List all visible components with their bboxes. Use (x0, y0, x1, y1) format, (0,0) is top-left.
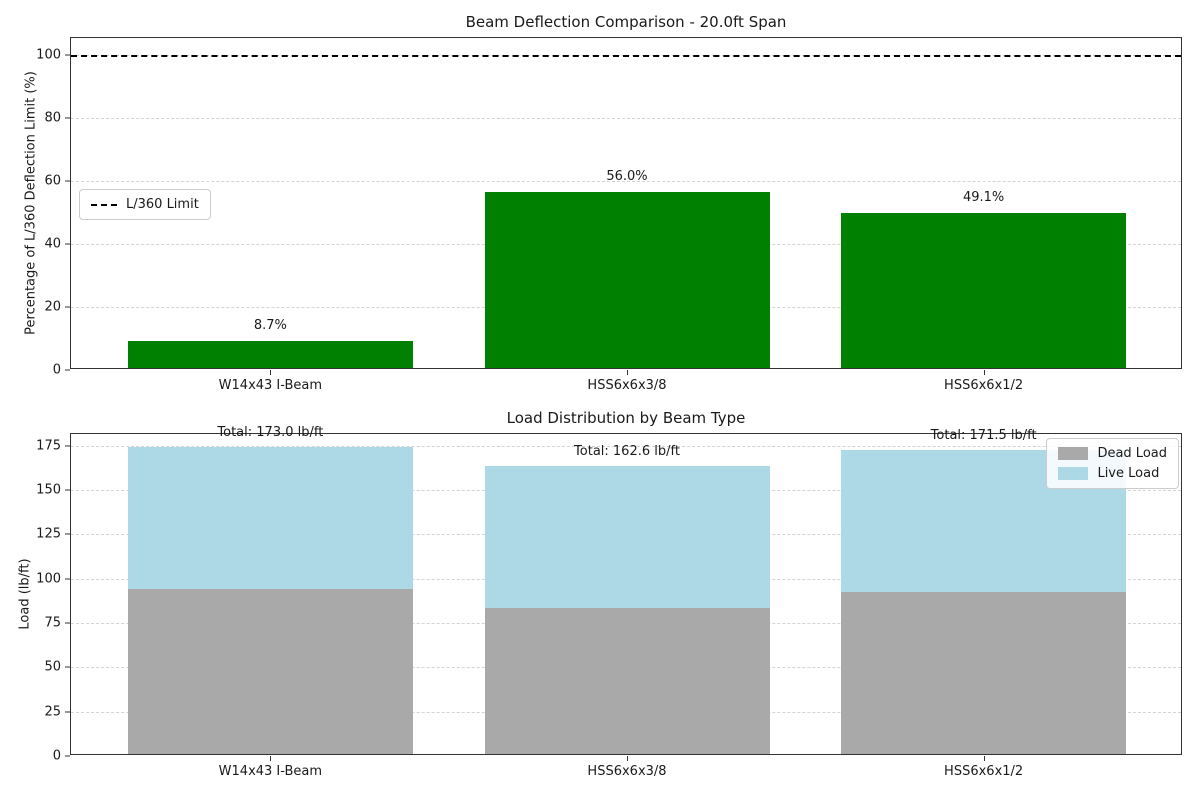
legend-row-dead-load: Dead Load (1058, 446, 1167, 461)
total-load-label: Total: 171.5 lb/ft (930, 428, 1037, 444)
y-tick-label: 100 (36, 47, 61, 63)
y-tick-label: 125 (36, 526, 61, 542)
y-tick-mark (65, 306, 70, 308)
y-tick-label: 40 (44, 236, 61, 252)
y-tick-mark (65, 755, 70, 757)
y-tick-label: 0 (52, 362, 61, 378)
total-load-label: Total: 173.0 lb/ft (217, 425, 324, 441)
dead-load-swatch (1058, 447, 1089, 460)
y-tick-label: 100 (36, 571, 61, 587)
deflection-plot-area: 0 20 40 60 80 100 8.7% W14x43 I-Beam 56.0% HSS6x6… (36, 37, 1182, 393)
y-tick-label: 80 (44, 110, 61, 126)
dead-load-bar-segment (484, 607, 770, 754)
legend-label: Live Load (1097, 466, 1160, 481)
dead-load-bar-segment (841, 591, 1127, 754)
y-tick-mark (65, 578, 70, 580)
dashed-line-swatch (91, 203, 117, 206)
load-legend: Dead Load Live Load (1046, 438, 1179, 489)
y-tick-label: 75 (44, 615, 61, 631)
x-tick-label: HSS6x6x1/2 (944, 378, 1024, 393)
y-gridline (71, 181, 1181, 182)
y-tick-mark (65, 533, 70, 535)
x-tick-mark (270, 756, 272, 761)
x-tick-mark (983, 756, 985, 761)
x-tick-label: HSS6x6x3/8 (587, 764, 667, 779)
y-gridline (71, 118, 1181, 119)
load-chart-title: Load Distribution by Beam Type (506, 409, 746, 427)
y-tick-mark (65, 369, 70, 371)
y-tick-mark (65, 445, 70, 447)
x-tick-mark (627, 370, 628, 375)
deflection-chart-title: Beam Deflection Comparison - 20.0ft Span (465, 13, 787, 31)
x-tick-mark (627, 756, 628, 761)
deflection-bar (127, 340, 413, 368)
x-tick-mark (270, 370, 272, 375)
deflection-legend: L/360 Limit (79, 189, 211, 220)
y-tick-label: 20 (44, 299, 61, 315)
legend-row-live-load: Live Load (1058, 466, 1167, 481)
y-tick-label: 60 (44, 173, 61, 189)
bar-value-label: 56.0% (606, 168, 648, 184)
legend-label: L/360 Limit (126, 197, 199, 212)
x-tick-mark (983, 370, 985, 375)
deflection-bar (841, 213, 1127, 368)
y-tick-mark (65, 622, 70, 624)
live-load-bar-segment (127, 447, 413, 590)
y-tick-label: 25 (44, 704, 61, 720)
live-load-bar-segment (484, 465, 770, 608)
legend-row-l360-limit: L/360 Limit (91, 197, 199, 212)
load-y-axis-label: Load (lb/ft) (17, 558, 33, 630)
deflection-bar (484, 191, 770, 368)
y-tick-label: 50 (44, 659, 61, 675)
bar-value-label: 8.7% (253, 317, 287, 333)
y-tick-mark (65, 489, 70, 491)
x-tick-label: W14x43 I-Beam (218, 378, 323, 393)
y-tick-mark (65, 54, 70, 56)
dead-load-bar-segment (127, 589, 413, 754)
y-tick-mark (65, 243, 70, 245)
y-tick-mark (65, 711, 70, 713)
legend-label: Dead Load (1097, 446, 1167, 461)
x-tick-label: HSS6x6x3/8 (587, 378, 667, 393)
x-tick-label: HSS6x6x1/2 (944, 764, 1024, 779)
x-tick-label: W14x43 I-Beam (218, 764, 323, 779)
y-tick-label: 0 (52, 748, 61, 764)
y-tick-mark (65, 117, 70, 119)
y-tick-mark (65, 180, 70, 182)
y-tick-mark (65, 666, 70, 668)
l360-limit-line (71, 55, 1181, 57)
bar-value-label: 49.1% (962, 190, 1005, 206)
y-tick-label: 150 (36, 482, 61, 498)
y-tick-label: 175 (36, 438, 61, 454)
load-plot-area: 0 25 50 75 100 125 150 175 Total: 173.0 lb/ft W14… (36, 425, 1182, 779)
y-gridline (71, 445, 1181, 447)
live-load-swatch (1058, 467, 1089, 480)
total-load-label: Total: 162.6 lb/ft (574, 443, 680, 459)
deflection-y-axis-label: Percentage of L/360 Deflection Limit (%) (23, 71, 39, 335)
